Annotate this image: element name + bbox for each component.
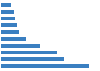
Bar (1, 17, 15, 20)
Bar (1, 30, 19, 34)
Bar (1, 51, 57, 54)
Bar (1, 58, 64, 61)
Bar (1, 64, 88, 68)
Bar (1, 23, 17, 27)
Bar (1, 10, 14, 13)
Bar (1, 37, 26, 41)
Bar (1, 3, 12, 7)
Bar (1, 44, 40, 48)
